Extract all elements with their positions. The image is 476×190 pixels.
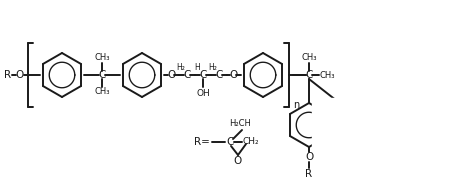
Text: C: C [305, 70, 313, 80]
Text: C: C [226, 137, 234, 147]
Text: R: R [333, 168, 340, 178]
Polygon shape [312, 98, 362, 148]
Polygon shape [327, 140, 347, 180]
Text: O: O [333, 151, 341, 161]
Text: O: O [16, 70, 24, 80]
Text: C: C [183, 70, 191, 80]
Text: n: n [293, 100, 299, 110]
Text: R: R [4, 70, 11, 80]
Text: O: O [229, 70, 237, 80]
Text: C: C [215, 70, 223, 80]
Text: H₂: H₂ [177, 63, 186, 73]
Text: CH₃: CH₃ [94, 88, 110, 97]
Text: H: H [194, 63, 200, 73]
Text: CH₃: CH₃ [94, 54, 110, 63]
Text: O: O [305, 152, 313, 162]
Text: O: O [167, 70, 175, 80]
Text: C: C [99, 70, 106, 80]
Text: OH: OH [196, 89, 210, 97]
Text: CH₂: CH₂ [243, 138, 259, 146]
Text: H₂: H₂ [208, 63, 218, 73]
Text: C: C [199, 70, 207, 80]
Text: R=: R= [194, 137, 210, 147]
Text: CH₃: CH₃ [301, 54, 317, 63]
Text: R: R [306, 169, 313, 179]
Text: H₂CH: H₂CH [229, 119, 251, 127]
Text: O: O [234, 156, 242, 166]
Text: CH₃: CH₃ [319, 70, 335, 79]
